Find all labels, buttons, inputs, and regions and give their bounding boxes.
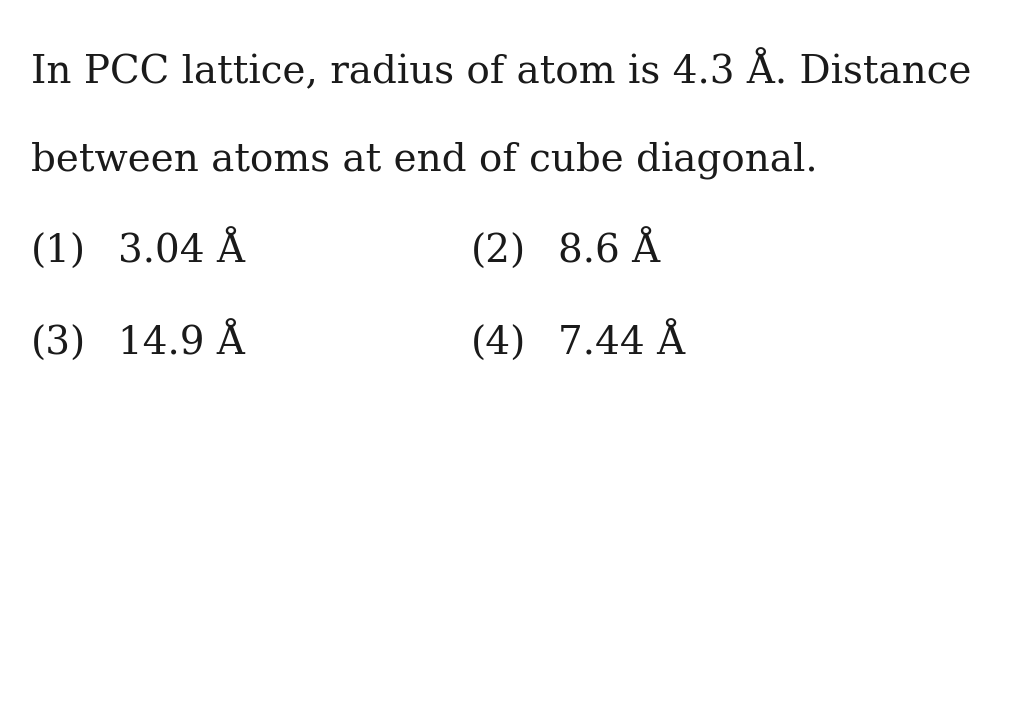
Text: (3): (3) (31, 326, 86, 362)
Text: (4): (4) (471, 326, 526, 362)
Text: (2): (2) (471, 234, 526, 270)
Text: 8.6 Å: 8.6 Å (558, 234, 660, 270)
Text: 7.44 Å: 7.44 Å (558, 326, 685, 362)
Text: between atoms at end of cube diagonal.: between atoms at end of cube diagonal. (31, 142, 817, 180)
Text: (1): (1) (31, 234, 86, 270)
Text: 14.9 Å: 14.9 Å (118, 326, 245, 362)
Text: 3.04 Å: 3.04 Å (118, 234, 245, 270)
Text: In PCC lattice, radius of atom is 4.3 Å. Distance: In PCC lattice, radius of atom is 4.3 Å.… (31, 50, 971, 91)
